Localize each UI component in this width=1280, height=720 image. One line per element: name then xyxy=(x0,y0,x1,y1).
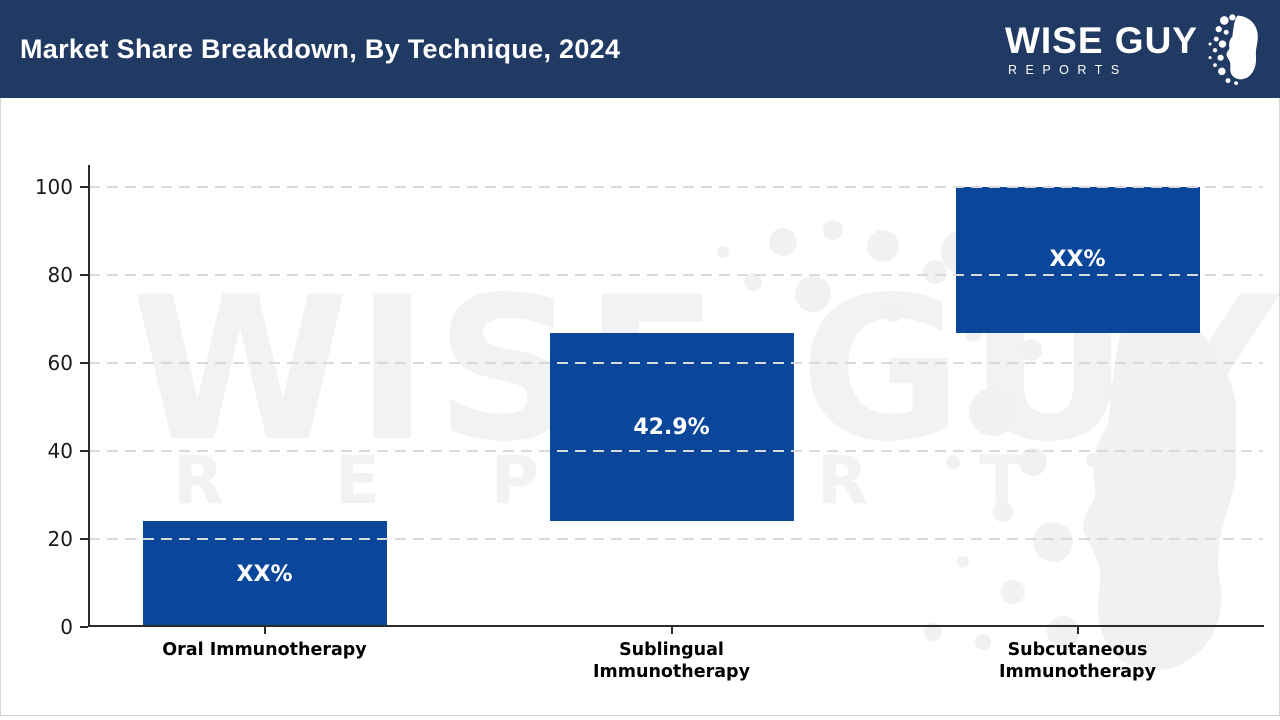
gridline-20 xyxy=(89,538,1263,540)
y-axis-tick-60 xyxy=(80,362,88,364)
y-axis-tick-80 xyxy=(80,274,88,276)
y-axis-tick-40 xyxy=(80,450,88,452)
page-title: Market Share Breakdown, By Technique, 20… xyxy=(20,33,621,64)
bar-sublingual: 42.9% xyxy=(549,332,794,522)
y-axis-tick-label-100: 100 xyxy=(34,175,73,199)
y-axis-tick-label-80: 80 xyxy=(47,263,73,287)
y-axis-tick-100 xyxy=(80,186,88,188)
brand-logo-text: WISE GUY REPORTS xyxy=(1005,22,1198,77)
brand-logo: WISE GUY REPORTS xyxy=(1005,11,1264,87)
y-axis-line xyxy=(88,165,90,627)
brand-subtitle: REPORTS xyxy=(1007,62,1128,77)
bar-value-label-oral-immunotherapy: XX% xyxy=(236,561,293,587)
bar-value-label-subcutaneous: XX% xyxy=(1049,247,1106,273)
y-axis-tick-label-60: 60 xyxy=(47,351,73,375)
x-axis-tick-sublingual xyxy=(670,627,673,634)
y-axis-tick-20 xyxy=(80,538,88,540)
header-bar: Market Share Breakdown, By Technique, 20… xyxy=(0,0,1280,98)
y-axis-tick-label-20: 20 xyxy=(47,527,73,551)
bar-value-label-sublingual: 42.9% xyxy=(633,414,710,440)
watermark-face-icon xyxy=(717,220,1236,671)
y-axis-tick-0 xyxy=(80,626,88,628)
category-label-sublingual: Sublingual Immunotherapy xyxy=(593,640,750,682)
x-axis-line xyxy=(88,625,1264,627)
category-label-subcutaneous: Subcutaneous Immunotherapy xyxy=(999,640,1156,682)
bar-subcutaneous: XX% xyxy=(955,187,1200,333)
logo-face-icon xyxy=(1208,14,1258,85)
x-axis-tick-oral-immunotherapy xyxy=(263,627,266,634)
gridline-80 xyxy=(89,274,1263,276)
y-axis-tick-label-0: 0 xyxy=(60,615,73,639)
brand-name: WISE GUY xyxy=(1004,19,1198,61)
category-label-oral-immunotherapy: Oral Immunotherapy xyxy=(162,640,367,660)
y-axis-tick-label-40: 40 xyxy=(47,439,73,463)
gridline-100 xyxy=(89,186,1263,188)
x-axis-tick-subcutaneous xyxy=(1076,627,1079,634)
gridline-60 xyxy=(89,362,1263,364)
gridline-40 xyxy=(89,450,1263,452)
